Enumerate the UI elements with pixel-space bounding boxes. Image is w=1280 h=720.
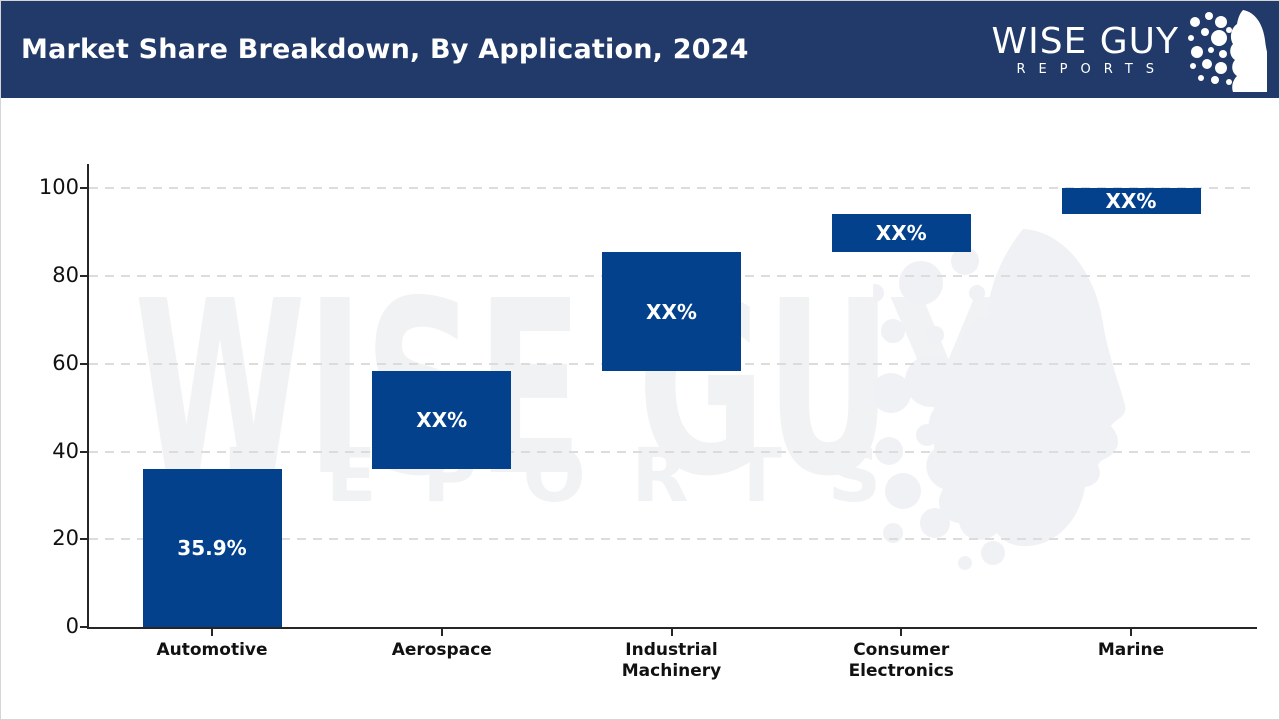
x-axis-label-industrial-machinery: Industrial Machinery xyxy=(621,640,722,681)
brand-name: WISE GUY xyxy=(991,20,1179,62)
bar-aerospace: XX% xyxy=(372,371,512,470)
x-tick-marine xyxy=(1130,629,1132,636)
watermark-text-wiseguy: WISE GUY xyxy=(134,249,1006,529)
x-tick-industrial-machinery xyxy=(670,629,673,636)
x-tick-automotive xyxy=(211,629,213,636)
bar-value-label-aerospace: XX% xyxy=(416,408,468,433)
bar-industrial-machinery: XX% xyxy=(602,252,741,372)
gridline-100 xyxy=(89,187,1256,190)
x-axis-label-marine: Marine xyxy=(1097,640,1165,660)
gridline-20 xyxy=(89,538,1256,541)
bar-consumer-electronics: XX% xyxy=(831,213,971,253)
y-tick-label-40: 40 xyxy=(52,438,79,463)
y-tick-label-0: 0 xyxy=(65,614,79,638)
y-tick-20 xyxy=(80,538,88,541)
x-axis xyxy=(87,627,1257,629)
brand-logo: WISE GUY REPORTS xyxy=(991,8,1267,92)
y-tick-label-100: 100 xyxy=(38,175,79,200)
x-axis-label-automotive: Automotive xyxy=(156,640,268,660)
y-tick-40 xyxy=(80,450,88,453)
x-axis-label-aerospace: Aerospace xyxy=(391,640,492,660)
x-tick-aerospace xyxy=(440,629,443,636)
y-tick-100 xyxy=(80,187,88,190)
bar-value-label-consumer-electronics: XX% xyxy=(875,220,927,245)
y-tick-label-20: 20 xyxy=(52,526,79,551)
y-tick-label-60: 60 xyxy=(52,350,79,375)
watermark-head-icon xyxy=(873,229,1126,570)
x-axis-label-consumer-electronics: Consumer Electronics xyxy=(848,640,954,681)
page-title: Market Share Breakdown, By Application, … xyxy=(21,34,749,65)
y-tick-label-80: 80 xyxy=(52,263,79,287)
y-axis xyxy=(87,164,89,629)
y-tick-0 xyxy=(80,626,88,628)
header-bar: Market Share Breakdown, By Application, … xyxy=(1,1,1279,98)
bar-value-label-marine: XX% xyxy=(1105,188,1157,213)
brand-logo-text: WISE GUY REPORTS xyxy=(991,20,1180,77)
bar-automotive: 35.9% xyxy=(142,469,282,627)
gridline-40 xyxy=(89,450,1256,453)
brand-subname: REPORTS xyxy=(1016,61,1168,77)
brand-head-icon xyxy=(1188,9,1267,92)
bar-value-label-industrial-machinery: XX% xyxy=(646,299,697,324)
y-tick-80 xyxy=(80,275,88,277)
x-tick-consumer-electronics xyxy=(900,629,903,636)
bar-marine: XX% xyxy=(1061,188,1201,214)
y-tick-60 xyxy=(80,362,88,365)
bar-value-label-automotive: 35.9% xyxy=(177,536,247,561)
